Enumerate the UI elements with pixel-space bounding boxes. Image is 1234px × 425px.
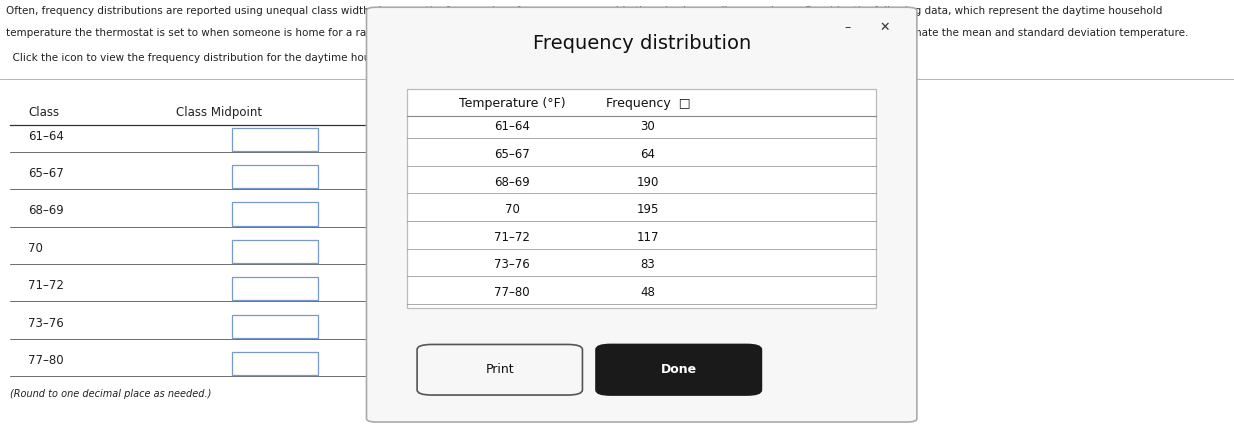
Text: –: – (844, 21, 851, 34)
Text: Class Midpoint: Class Midpoint (176, 106, 263, 119)
Text: (Round to one decimal place as needed.): (Round to one decimal place as needed.) (10, 389, 211, 400)
Text: Frequency  □: Frequency □ (606, 97, 690, 110)
Text: 64: 64 (640, 148, 655, 161)
Text: Temperature (°F): Temperature (°F) (459, 97, 565, 110)
FancyBboxPatch shape (417, 344, 582, 395)
Text: 65–67: 65–67 (495, 148, 529, 161)
Text: 71–72: 71–72 (494, 231, 531, 244)
Text: Print: Print (485, 363, 515, 376)
FancyBboxPatch shape (232, 352, 318, 375)
Text: Done: Done (660, 363, 697, 376)
Text: 70: 70 (28, 242, 43, 255)
Text: 117: 117 (637, 231, 659, 244)
Text: Click the icon to view the frequency distribution for the daytime household temp: Click the icon to view the frequency dis… (6, 53, 478, 63)
FancyBboxPatch shape (366, 7, 917, 422)
Text: Frequency distribution: Frequency distribution (533, 34, 750, 53)
Text: 65–67: 65–67 (28, 167, 64, 180)
Text: 61–64: 61–64 (28, 130, 64, 143)
FancyBboxPatch shape (232, 128, 318, 151)
Text: Class: Class (28, 106, 59, 119)
Text: 70: 70 (505, 203, 520, 216)
Text: 71–72: 71–72 (28, 279, 64, 292)
FancyBboxPatch shape (232, 314, 318, 338)
Text: 73–76: 73–76 (28, 317, 64, 330)
Text: 83: 83 (640, 258, 655, 272)
Text: Often, frequency distributions are reported using unequal class widths because t: Often, frequency distributions are repor… (6, 6, 1162, 17)
FancyBboxPatch shape (232, 240, 318, 263)
Text: 30: 30 (640, 120, 655, 133)
Text: ✕: ✕ (880, 21, 890, 34)
FancyBboxPatch shape (232, 202, 318, 226)
Text: 68–69: 68–69 (495, 176, 529, 189)
Text: 48: 48 (640, 286, 655, 299)
Text: temperature the thermostat is set to when someone is home for a random sample of: temperature the thermostat is set to whe… (6, 28, 1188, 38)
Text: 68–69: 68–69 (28, 204, 64, 218)
FancyBboxPatch shape (232, 277, 318, 300)
FancyBboxPatch shape (596, 344, 761, 395)
Text: 190: 190 (637, 176, 659, 189)
FancyBboxPatch shape (407, 89, 876, 308)
Text: 61–64: 61–64 (494, 120, 531, 133)
Text: 73–76: 73–76 (495, 258, 529, 272)
Text: 77–80: 77–80 (28, 354, 64, 367)
Text: 77–80: 77–80 (495, 286, 529, 299)
Text: 195: 195 (637, 203, 659, 216)
FancyBboxPatch shape (232, 165, 318, 188)
